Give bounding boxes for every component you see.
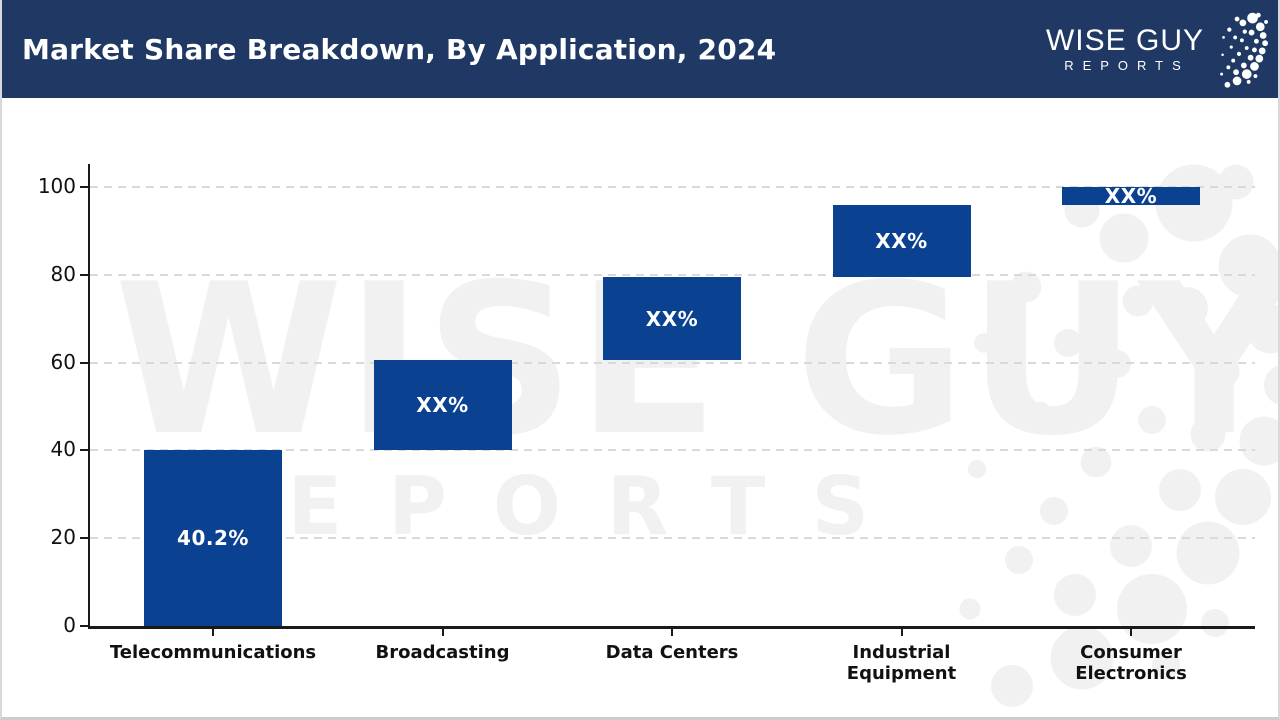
bar-segment-2: XX% (373, 360, 512, 450)
x-category-label: Telecommunications (109, 642, 317, 663)
gridline (90, 361, 1255, 364)
y-tick-mark (80, 361, 88, 364)
bar-segment-5: XX% (1062, 183, 1200, 208)
dotted-head-icon (1210, 10, 1268, 88)
y-tick-label: 100 (37, 174, 76, 198)
x-tick-mark (441, 629, 444, 636)
bar-value-label: 40.2% (177, 525, 249, 550)
x-axis-line (90, 626, 1255, 629)
y-tick-mark (80, 273, 88, 276)
x-tick-mark (671, 629, 673, 636)
x-category-label: Industrial Equipment (846, 642, 957, 684)
y-tick-label: 40 (50, 437, 76, 462)
x-tick-mark (900, 629, 903, 636)
x-category-label: Broadcasting (375, 642, 510, 663)
wise-guy-logo: WISE GUY REPORTS (1046, 10, 1280, 88)
y-tick-mark (80, 625, 88, 627)
logo-brand-subtitle: REPORTS (1064, 57, 1190, 73)
y-axis-line (88, 164, 90, 629)
bar-value-label: XX% (875, 228, 928, 253)
bar-value-label: XX% (1104, 183, 1158, 208)
x-tick-mark (1130, 629, 1132, 636)
bar-value-label: XX% (645, 306, 699, 331)
logo-wordmark: WISE GUY REPORTS (1045, 23, 1204, 73)
bar-segment-1: 40.2% (144, 449, 282, 626)
y-tick-mark (80, 537, 88, 540)
y-tick-mark (80, 449, 88, 452)
gridline (90, 273, 1255, 276)
y-tick-label: 60 (50, 349, 76, 374)
gridline (90, 537, 1255, 540)
bar-segment-3: XX% (603, 276, 741, 361)
y-tick-label: 0 (63, 613, 76, 637)
header-banner: Market Share Breakdown, By Application, … (2, 0, 1280, 98)
gridline (90, 186, 1255, 188)
bar-segment-4: XX% (832, 204, 971, 277)
y-tick-label: 80 (50, 261, 76, 286)
x-tick-mark (212, 629, 214, 636)
y-tick-mark (80, 186, 88, 188)
x-category-label: Data Centers (605, 642, 739, 663)
logo-brand-name: WISE GUY (1045, 23, 1204, 57)
x-category-label: Consumer Electronics (1075, 642, 1187, 684)
bar-value-label: XX% (416, 392, 469, 417)
page-title: Market Share Breakdown, By Application, … (22, 32, 777, 66)
y-tick-label: 20 (50, 525, 76, 550)
gridline (90, 449, 1255, 452)
chart-plot-area: WISE GUY REPORTS 02040608010040.2%Teleco… (2, 98, 1278, 720)
